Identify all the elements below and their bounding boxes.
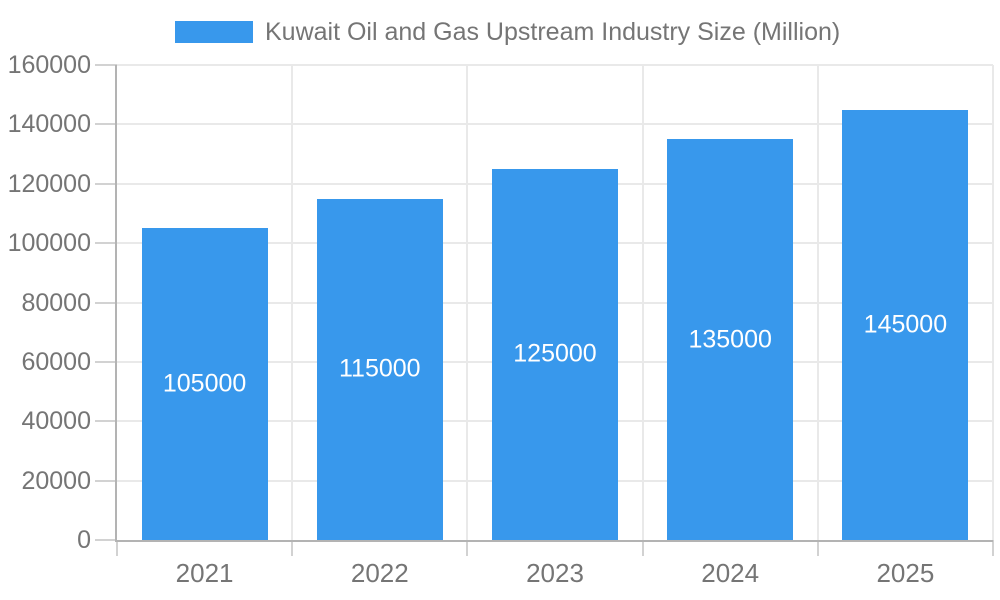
bar-value-label: 105000 <box>162 369 247 398</box>
bar[interactable]: 145000 <box>842 109 969 540</box>
x-tick-mark <box>641 540 644 556</box>
x-tick-mark <box>116 540 118 556</box>
y-tick-mark <box>95 64 117 66</box>
y-tick-label: 140000 <box>7 110 91 139</box>
x-tick-label: 2021 <box>175 558 234 588</box>
y-tick-label: 100000 <box>7 229 91 258</box>
y-tick-mark <box>95 420 117 423</box>
y-tick-mark <box>95 242 117 245</box>
y-tick-label: 40000 <box>21 407 91 436</box>
bar[interactable]: 135000 <box>667 139 794 540</box>
x-axis-line <box>115 540 993 542</box>
gridline-v <box>816 65 819 540</box>
y-tick-mark <box>95 360 117 363</box>
legend-swatch <box>175 21 253 43</box>
chart-legend[interactable]: Kuwait Oil and Gas Upstream Industry Siz… <box>175 19 840 45</box>
bar[interactable]: 105000 <box>141 228 268 540</box>
gridline-v <box>466 65 469 540</box>
bar-value-label: 125000 <box>513 339 597 368</box>
y-tick-mark <box>95 182 117 185</box>
y-tick-mark <box>95 301 117 304</box>
x-tick-mark <box>816 540 819 556</box>
gridline-h <box>117 64 993 66</box>
x-tick-mark <box>992 540 994 556</box>
y-axis-line <box>115 65 117 542</box>
x-tick-mark <box>291 540 294 556</box>
x-tick-label: 2025 <box>876 558 935 588</box>
gridline-h <box>117 123 993 126</box>
gridline-v <box>992 65 994 540</box>
y-tick-mark <box>95 539 117 541</box>
y-tick-label: 160000 <box>7 51 91 79</box>
gridline-v <box>641 65 644 540</box>
y-tick-mark <box>95 479 117 482</box>
x-tick-mark <box>466 540 469 556</box>
x-tick-label: 2022 <box>350 558 409 588</box>
bar-value-label: 115000 <box>339 354 421 383</box>
gridline-v <box>291 65 294 540</box>
y-tick-label: 80000 <box>21 288 91 317</box>
bar[interactable]: 125000 <box>492 168 618 540</box>
y-tick-mark <box>95 123 117 126</box>
bar-value-label: 145000 <box>863 310 948 339</box>
y-tick-label: 120000 <box>7 169 91 198</box>
x-tick-label: 2024 <box>701 558 760 588</box>
x-tick-label: 2023 <box>526 558 584 588</box>
bar-value-label: 135000 <box>688 325 772 354</box>
legend-series-label: Kuwait Oil and Gas Upstream Industry Siz… <box>265 18 841 46</box>
y-tick-label: 60000 <box>21 347 91 376</box>
y-tick-label: 0 <box>77 526 91 554</box>
y-tick-label: 20000 <box>21 466 91 495</box>
bar[interactable]: 115000 <box>316 198 443 540</box>
